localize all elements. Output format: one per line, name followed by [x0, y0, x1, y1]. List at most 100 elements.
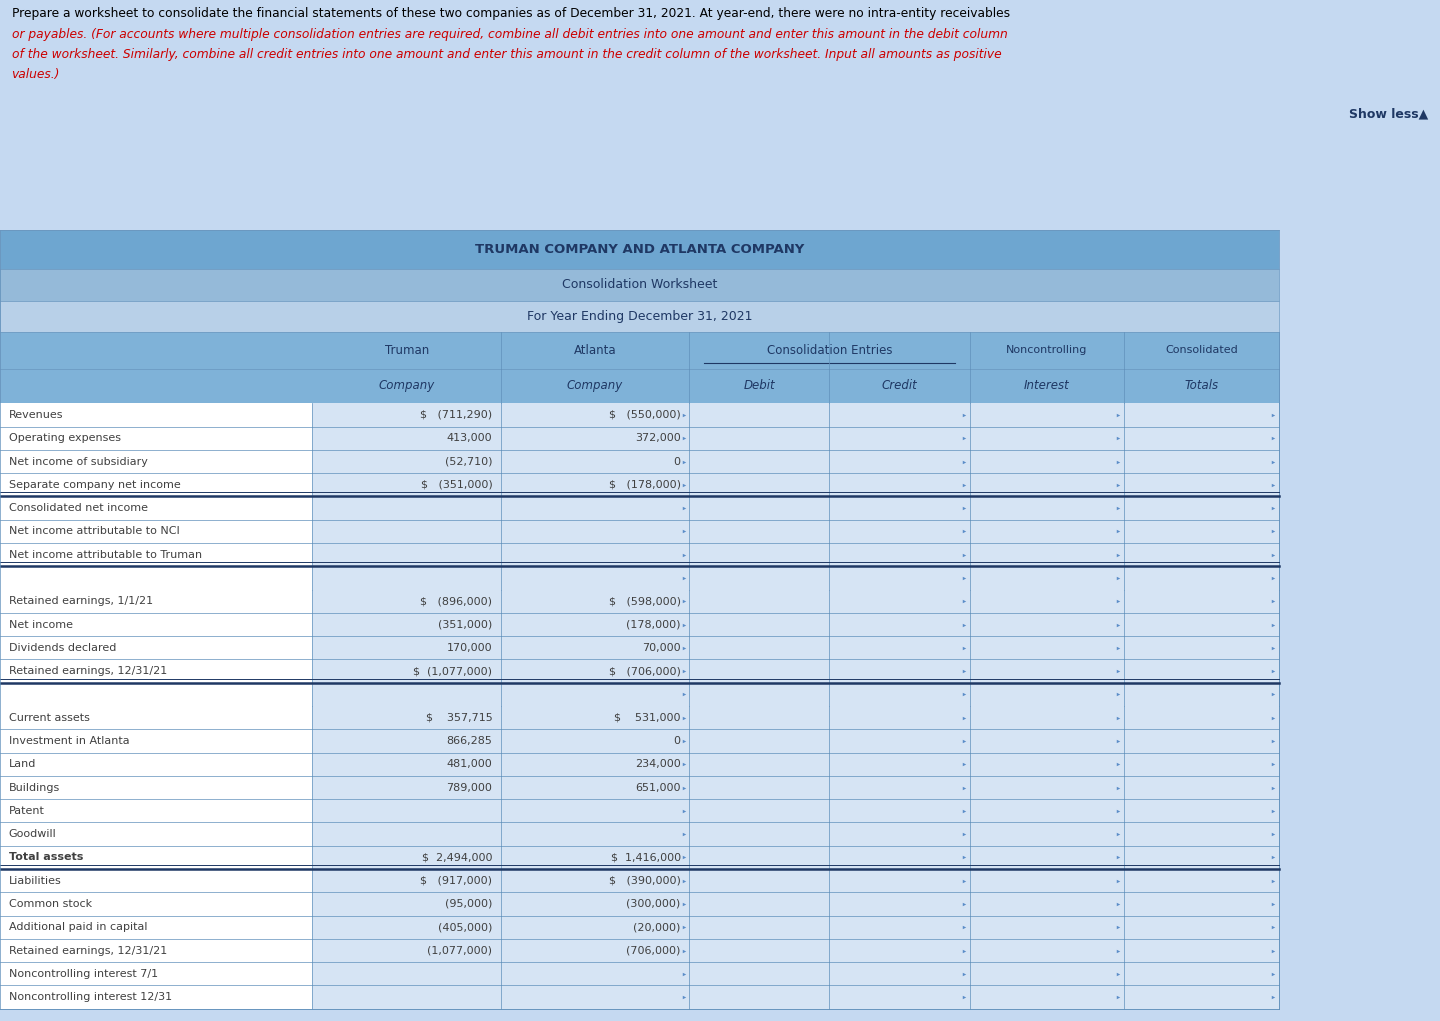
Text: 0: 0: [674, 456, 681, 467]
Text: Company: Company: [567, 380, 624, 392]
Text: $  2,494,000: $ 2,494,000: [422, 853, 492, 863]
Text: 0: 0: [674, 736, 681, 746]
Text: Net income of subsidiary: Net income of subsidiary: [9, 456, 147, 467]
Bar: [0, 636, 312, 660]
Bar: [312, 427, 1279, 450]
Text: of the worksheet. Similarly, combine all credit entries into one amount and ente: of the worksheet. Similarly, combine all…: [12, 48, 1001, 61]
Bar: [312, 962, 1279, 985]
Bar: [0, 707, 312, 729]
Text: $   (917,000): $ (917,000): [420, 876, 492, 885]
Text: 413,000: 413,000: [446, 433, 492, 443]
Bar: [0, 939, 312, 962]
Bar: [0, 729, 312, 752]
Bar: [312, 869, 1279, 892]
Bar: [0, 369, 1279, 403]
Bar: [0, 269, 1279, 301]
Text: Operating expenses: Operating expenses: [9, 433, 121, 443]
Bar: [0, 799, 312, 823]
Text: Show less▲: Show less▲: [1349, 107, 1428, 120]
Text: Patent: Patent: [9, 806, 45, 816]
Bar: [0, 985, 312, 1009]
Text: Retained earnings, 12/31/21: Retained earnings, 12/31/21: [9, 666, 167, 676]
Bar: [312, 799, 1279, 823]
Text: Consolidation Entries: Consolidation Entries: [766, 344, 893, 356]
Text: $   (711,290): $ (711,290): [420, 410, 492, 420]
Text: 789,000: 789,000: [446, 782, 492, 792]
Bar: [0, 869, 312, 892]
Text: values.): values.): [12, 68, 60, 82]
Text: Dividends declared: Dividends declared: [9, 643, 117, 652]
Text: (1,077,000): (1,077,000): [428, 945, 492, 956]
Text: Liabilities: Liabilities: [9, 876, 62, 885]
Text: 651,000: 651,000: [635, 782, 681, 792]
Text: 234,000: 234,000: [635, 760, 681, 769]
Text: 372,000: 372,000: [635, 433, 681, 443]
Bar: [0, 823, 312, 845]
Text: $   (550,000): $ (550,000): [609, 410, 681, 420]
Bar: [0, 496, 312, 520]
Bar: [0, 962, 312, 985]
Text: Noncontrolling interest 12/31: Noncontrolling interest 12/31: [9, 992, 171, 1002]
Bar: [0, 427, 312, 450]
Bar: [0, 660, 312, 683]
Text: Consolidated net income: Consolidated net income: [9, 503, 148, 514]
Text: Consolidation Worksheet: Consolidation Worksheet: [562, 279, 717, 291]
Text: Net income: Net income: [9, 620, 72, 630]
Bar: [312, 729, 1279, 752]
Text: Consolidated: Consolidated: [1165, 345, 1238, 355]
Bar: [312, 496, 1279, 520]
Text: (405,000): (405,000): [438, 922, 492, 932]
Bar: [0, 450, 312, 473]
Text: Net income attributable to Truman: Net income attributable to Truman: [9, 549, 202, 560]
Bar: [0, 892, 312, 916]
Text: (178,000): (178,000): [626, 620, 681, 630]
Bar: [312, 776, 1279, 799]
Text: (20,000): (20,000): [634, 922, 681, 932]
Bar: [0, 230, 1279, 1009]
Bar: [0, 589, 312, 613]
Text: Land: Land: [9, 760, 36, 769]
Text: (300,000): (300,000): [626, 898, 681, 909]
Bar: [0, 683, 312, 707]
Text: Retained earnings, 12/31/21: Retained earnings, 12/31/21: [9, 945, 167, 956]
Text: Truman: Truman: [384, 344, 429, 356]
Text: (95,000): (95,000): [445, 898, 492, 909]
Bar: [312, 660, 1279, 683]
Bar: [0, 543, 312, 567]
Bar: [0, 613, 312, 636]
Bar: [0, 473, 312, 496]
Text: Goodwill: Goodwill: [9, 829, 56, 839]
Text: 70,000: 70,000: [642, 643, 681, 652]
Text: $   (896,000): $ (896,000): [420, 596, 492, 606]
Text: Additional paid in capital: Additional paid in capital: [9, 922, 147, 932]
Text: Separate company net income: Separate company net income: [9, 480, 180, 490]
Text: $   (178,000): $ (178,000): [609, 480, 681, 490]
Text: $   (351,000): $ (351,000): [420, 480, 492, 490]
Text: Company: Company: [379, 380, 435, 392]
Bar: [0, 230, 1279, 269]
Text: $   (390,000): $ (390,000): [609, 876, 681, 885]
Text: Current assets: Current assets: [9, 713, 89, 723]
Text: Revenues: Revenues: [9, 410, 63, 420]
Text: Debit: Debit: [743, 380, 775, 392]
Text: Buildings: Buildings: [9, 782, 60, 792]
Text: For Year Ending December 31, 2021: For Year Ending December 31, 2021: [527, 310, 752, 323]
Text: TRUMAN COMPANY AND ATLANTA COMPANY: TRUMAN COMPANY AND ATLANTA COMPANY: [475, 243, 804, 255]
Text: 866,285: 866,285: [446, 736, 492, 746]
Text: $  (1,077,000): $ (1,077,000): [413, 666, 492, 676]
Bar: [312, 450, 1279, 473]
Text: $   (598,000): $ (598,000): [609, 596, 681, 606]
Text: or payables. (For accounts where multiple consolidation entries are required, co: or payables. (For accounts where multipl…: [12, 28, 1007, 41]
Text: Credit: Credit: [881, 380, 917, 392]
Text: $    531,000: $ 531,000: [615, 713, 681, 723]
Text: $    357,715: $ 357,715: [425, 713, 492, 723]
Bar: [312, 707, 1279, 729]
Bar: [312, 939, 1279, 962]
Text: Atlanta: Atlanta: [573, 344, 616, 356]
Bar: [312, 636, 1279, 660]
Text: Investment in Atlanta: Investment in Atlanta: [9, 736, 130, 746]
Bar: [312, 752, 1279, 776]
Text: 481,000: 481,000: [446, 760, 492, 769]
Bar: [0, 776, 312, 799]
Bar: [0, 916, 312, 939]
